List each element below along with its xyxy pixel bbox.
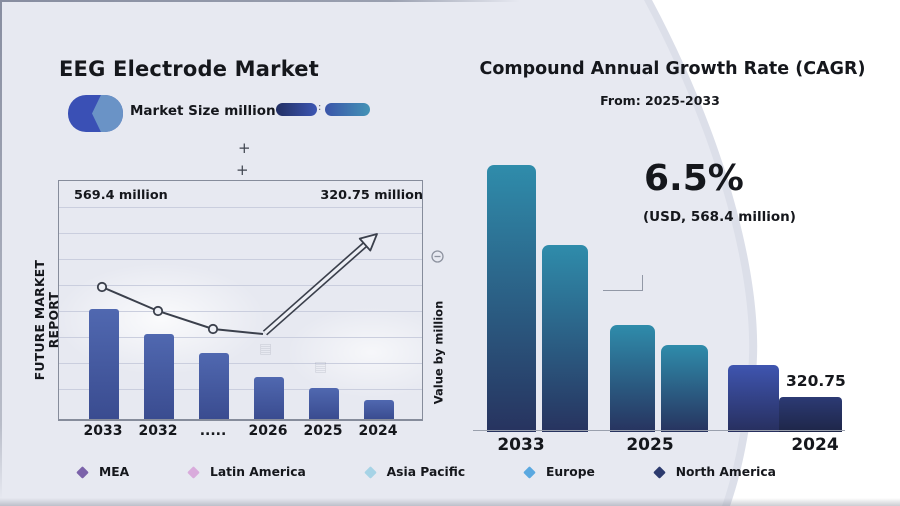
gridline — [59, 233, 422, 234]
diamond-icon — [363, 465, 377, 479]
diamond-icon — [76, 465, 89, 479]
cagr-x-label-2024: 2024 — [791, 435, 839, 455]
market-size-icon — [68, 95, 123, 132]
side-label-future-market-report: FUTURE MARKET REPORT — [33, 259, 61, 381]
cagr-x-axis: 2033 2025 2024 — [455, 435, 855, 459]
legend-item-north-america: North America — [652, 465, 776, 479]
gridline — [59, 363, 422, 364]
legend-item-mea: MEA — [76, 465, 130, 479]
legend-label: North America — [675, 465, 776, 479]
gridline — [59, 285, 422, 286]
legend-item-europe: Europe — [523, 465, 595, 479]
minus-circle-icon — [431, 250, 444, 263]
cagr-x-label-2033: 2033 — [497, 435, 545, 455]
market-size-chart-panel: ▤ ▤ — [58, 180, 423, 421]
hexagon-shape — [92, 95, 123, 132]
bar-..... — [199, 353, 229, 419]
legend-label: MEA — [99, 465, 130, 479]
annotation-2033-value: 569.4 million — [74, 188, 168, 203]
cagr-2024-data-label: 320.75 — [786, 372, 846, 390]
gridline — [59, 207, 422, 208]
plus-icon: + — [236, 161, 249, 179]
scale-pill-dark — [276, 103, 317, 116]
bar-2033 — [89, 309, 119, 419]
cagr-bar-5 — [779, 397, 842, 432]
gridline — [59, 337, 422, 338]
scale-pill-gradient — [325, 103, 370, 116]
diamond-icon — [187, 465, 200, 479]
region-legend: MEA Latin America Asia Pacific Europe North … — [76, 465, 776, 479]
x-label-2033: 2033 — [83, 423, 123, 439]
diamond-icon — [652, 465, 666, 479]
swoosh-shape — [652, 0, 900, 506]
bar-2024 — [364, 400, 394, 419]
x-label-.....: ..... — [199, 423, 227, 439]
bottom-shadow — [0, 498, 900, 506]
bar-2026 — [254, 377, 284, 419]
cagr-bar-3 — [661, 345, 708, 432]
legend-label: Latin America — [210, 465, 306, 479]
bar-2032 — [144, 334, 174, 419]
gridline — [59, 259, 422, 260]
market-size-x-axis: 2033 2032..... 2026 2025 2024 — [58, 423, 421, 443]
cagr-bar-0 — [487, 165, 536, 432]
watermark-icon: ▤ — [314, 359, 328, 375]
frame-left-line — [0, 0, 2, 500]
gridline — [59, 389, 422, 390]
cagr-percentage: 6.5% — [644, 158, 744, 199]
diamond-icon — [523, 465, 536, 479]
cagr-usd-note: (USD, 568.4 million) — [643, 209, 796, 225]
x-label-2024: 2024 — [358, 423, 398, 439]
watermark-icon: ▤ — [259, 341, 273, 357]
x-label-2026: 2026 — [248, 423, 288, 439]
gridline — [59, 311, 422, 312]
annotation-2024-value: 320.75 million — [320, 188, 423, 203]
page-title: EEG Electrode Market — [59, 57, 319, 81]
legend-item-asia-pacific: Asia Pacific — [363, 465, 466, 479]
legend-label: Europe — [546, 465, 595, 479]
cagr-subtitle: From: 2025-2033 — [600, 93, 720, 108]
cagr-bar-2 — [610, 325, 655, 432]
plus-icon: + — [238, 139, 251, 157]
cagr-title: Compound Annual Growth Rate (CAGR) — [479, 59, 866, 79]
cagr-baseline — [473, 430, 845, 431]
legend-item-latin-america: Latin America — [187, 465, 306, 479]
trend-line-arrow — [96, 233, 378, 336]
x-label-2025: 2025 — [303, 423, 343, 439]
x-label-2032: 2032 — [138, 423, 178, 439]
frame-top-line — [0, 0, 520, 2]
step-line-decoration — [603, 275, 643, 291]
legend-label: Asia Pacific — [386, 465, 466, 479]
scale-separator: : — [318, 102, 322, 113]
market-size-label: Market Size million — [130, 103, 276, 119]
cagr-chart-bars — [455, 150, 855, 432]
cagr-bar-4 — [728, 365, 779, 432]
cagr-bar-1 — [542, 245, 588, 432]
value-axis-label: Value by million — [431, 300, 446, 405]
cagr-x-label-2025: 2025 — [626, 435, 674, 455]
bar-2025 — [309, 388, 339, 419]
